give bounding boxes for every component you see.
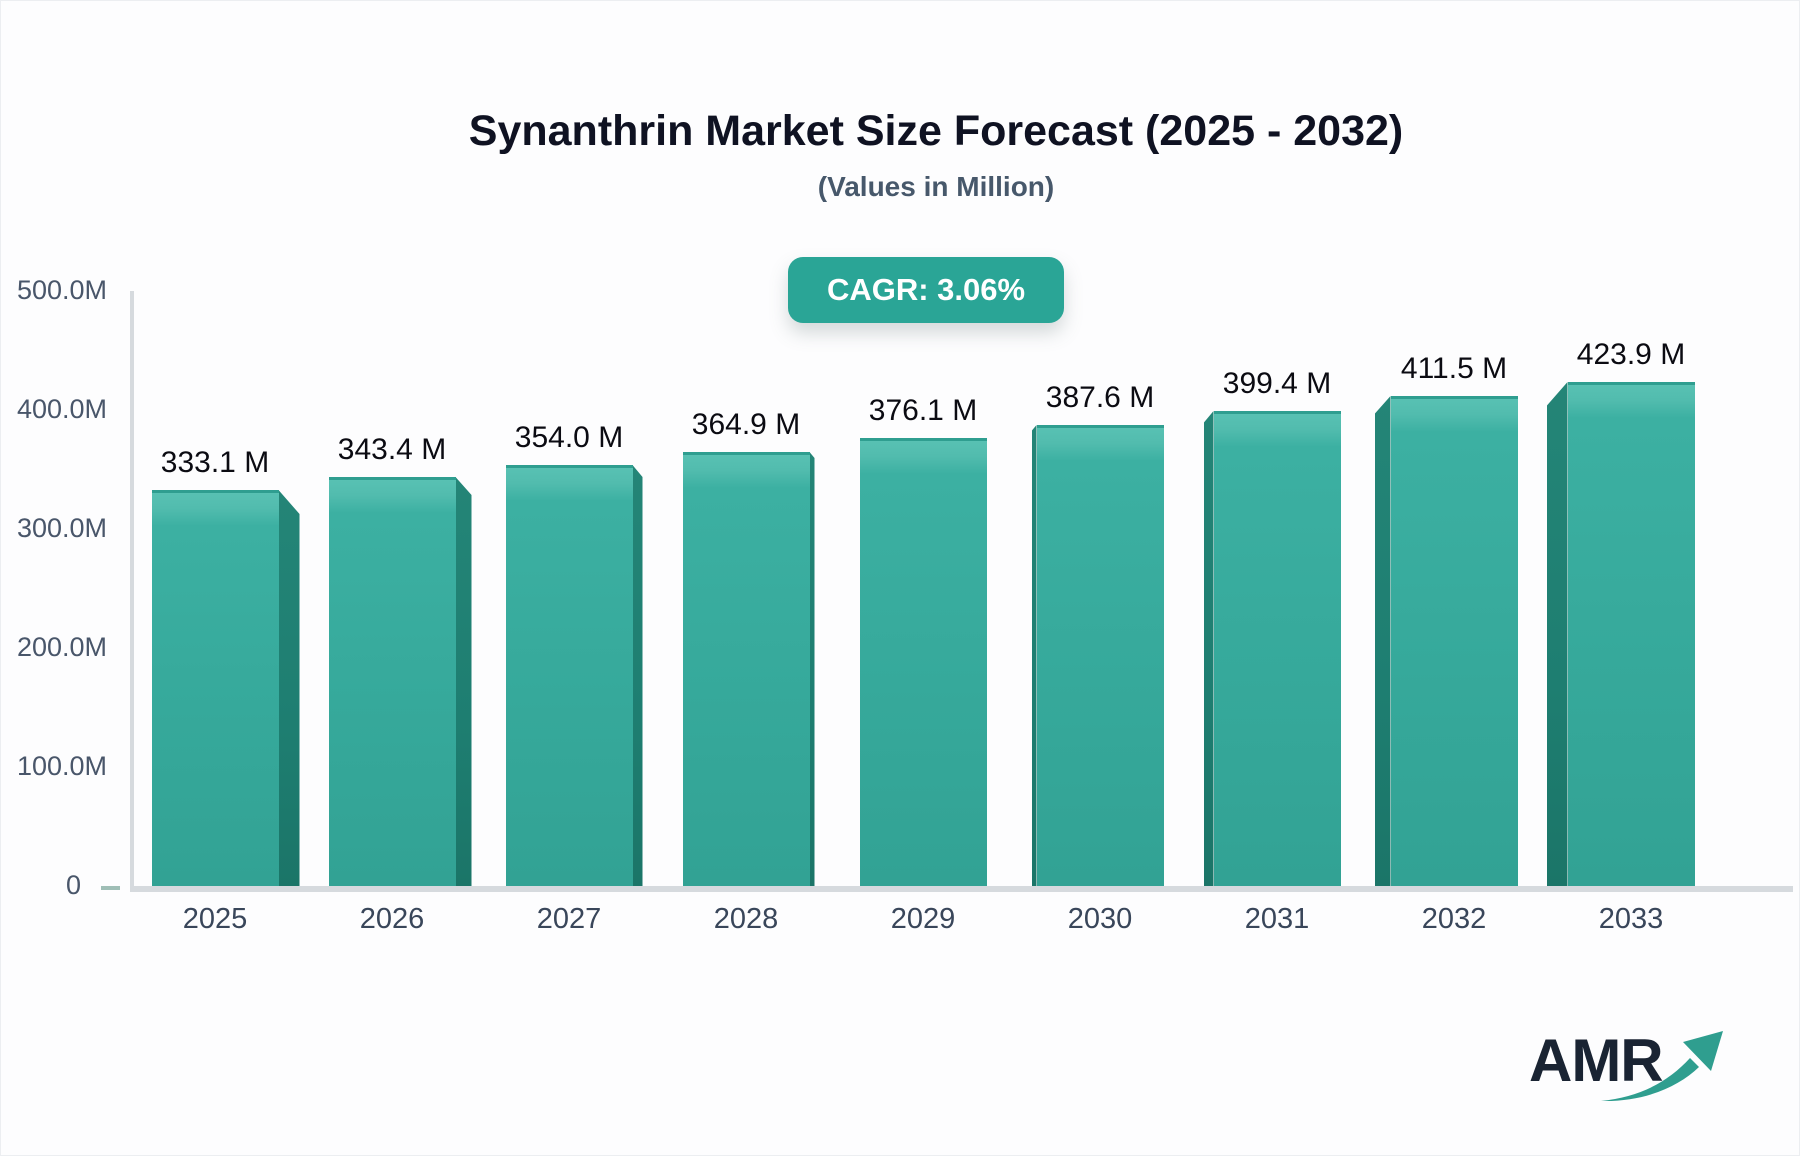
chart-header: Synanthrin Market Size Forecast (2025 - … <box>151 107 1721 203</box>
bar-face-2032[interactable] <box>1390 396 1518 886</box>
bar-value-label-2030: 387.6 M <box>1045 381 1155 414</box>
x-tick-label-2029: 2029 <box>890 903 956 935</box>
bar-face-2033[interactable] <box>1567 382 1695 886</box>
bar-2033[interactable] <box>1546 382 1695 886</box>
y-tick-label-0: 0 <box>65 870 81 900</box>
zero-tick-mark <box>101 886 120 890</box>
bar-2026[interactable] <box>328 477 472 886</box>
bar-side-2033 <box>1546 382 1568 886</box>
x-axis-line <box>130 886 1793 892</box>
bar-side-2030 <box>1031 425 1037 886</box>
bar-value-label-2031: 399.4 M <box>1222 367 1332 400</box>
bar-side-2025 <box>278 490 300 886</box>
x-tick-label-2033: 2033 <box>1598 903 1664 935</box>
bar-value-label-2028: 364.9 M <box>691 408 801 441</box>
bar-face-2029[interactable] <box>859 438 987 886</box>
bar-value-label-2025: 333.1 M <box>160 446 270 479</box>
amr-logo: AMR <box>1529 1031 1739 1121</box>
y-tick-label-200.0M: 200.0M <box>16 632 107 662</box>
bar-2031[interactable] <box>1203 411 1341 886</box>
x-tick-label-2031: 2031 <box>1244 903 1310 935</box>
bar-face-2027[interactable] <box>505 465 633 886</box>
bar-2032[interactable] <box>1374 396 1518 886</box>
x-tick-label-2032: 2032 <box>1421 903 1487 935</box>
y-axis-line <box>130 291 134 888</box>
bar-2025[interactable] <box>151 490 300 886</box>
x-tick-label-2026: 2026 <box>359 903 425 935</box>
y-tick-label-400.0M: 400.0M <box>16 394 107 424</box>
bar-2028[interactable] <box>682 452 815 886</box>
y-tick-label-100.0M: 100.0M <box>16 751 107 781</box>
bar-value-label-2027: 354.0 M <box>514 421 624 454</box>
x-tick-label-2027: 2027 <box>536 903 602 935</box>
bar-side-2032 <box>1374 396 1391 886</box>
bar-face-2025[interactable] <box>151 490 279 886</box>
bar-side-2027 <box>632 465 643 886</box>
x-tick-label-2028: 2028 <box>713 903 779 935</box>
x-tick-label-2030: 2030 <box>1067 903 1133 935</box>
plot-area <box>132 291 1793 886</box>
bar-side-2031 <box>1203 411 1214 886</box>
chart-title: Synanthrin Market Size Forecast (2025 - … <box>468 107 1404 155</box>
bar-value-label-2026: 343.4 M <box>337 433 447 466</box>
y-tick-label-500.0M: 500.0M <box>16 275 107 305</box>
x-tick-label-2025: 2025 <box>182 903 248 935</box>
chart-subtitle: (Values in Million) <box>817 171 1055 202</box>
bar-2030[interactable] <box>1031 425 1164 886</box>
bar-value-label-2033: 423.9 M <box>1576 338 1686 371</box>
bar-face-2028[interactable] <box>682 452 810 886</box>
bar-2027[interactable] <box>505 465 643 886</box>
bar-side-2026 <box>455 477 472 886</box>
cagr-badge: CAGR: 3.06% <box>788 257 1064 323</box>
growth-arrow-icon <box>1601 1031 1723 1102</box>
bar-value-label-2032: 411.5 M <box>1400 352 1508 385</box>
y-tick-label-300.0M: 300.0M <box>16 513 107 543</box>
bar-side-2028 <box>809 452 815 886</box>
bar-value-label-2029: 376.1 M <box>868 394 978 427</box>
bar-face-2030[interactable] <box>1036 425 1164 886</box>
bar-face-2026[interactable] <box>328 477 456 886</box>
bar-2029[interactable] <box>859 438 987 886</box>
bar-face-2031[interactable] <box>1213 411 1341 886</box>
amr-logo-text: AMR <box>1529 1027 1664 1094</box>
